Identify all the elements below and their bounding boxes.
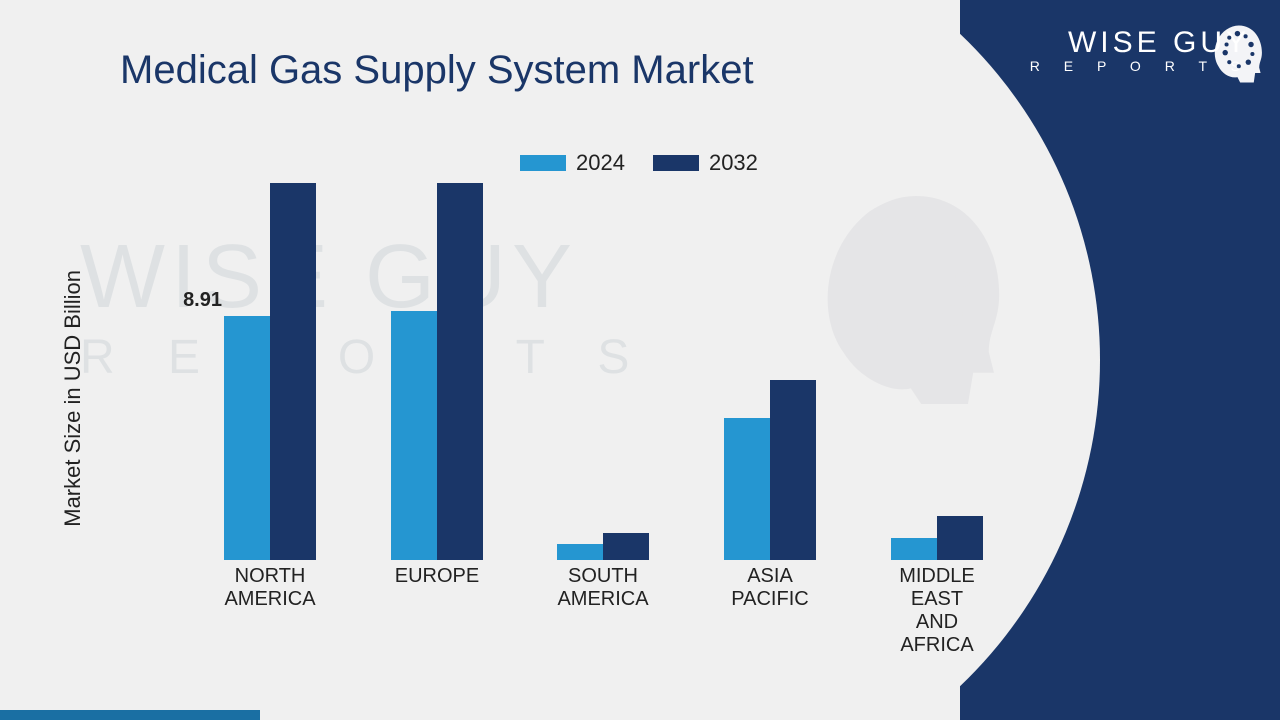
bar-1-1 <box>437 183 483 560</box>
bar-1-0 <box>391 311 437 560</box>
bar-chart: Market Size in USD Billion 2024 2032 8.9… <box>40 150 980 710</box>
plot-area: 8.91 <box>140 150 960 560</box>
bar-2-0 <box>557 544 603 560</box>
category-label: EUROPE <box>367 565 507 588</box>
bar-0-0 <box>224 316 270 560</box>
bar-value-label: 8.91 <box>174 289 222 312</box>
category-label: NORTHAMERICA <box>200 565 340 611</box>
bottom-accent-bar <box>0 710 260 720</box>
y-axis-label: Market Size in USD Billion <box>60 13 86 270</box>
bar-4-1 <box>937 516 983 560</box>
bar-4-0 <box>891 538 937 560</box>
category-label: MIDDLEEASTANDAFRICA <box>867 565 1007 657</box>
category-label: ASIAPACIFIC <box>700 565 840 611</box>
bar-3-0 <box>724 418 770 560</box>
chart-title: Medical Gas Supply System Market <box>120 48 754 93</box>
bar-2-1 <box>603 533 649 560</box>
bar-3-1 <box>770 380 816 560</box>
chart-canvas: WISE GUY R E P O R T S WISE GUY R E P O … <box>0 0 1280 720</box>
bar-0-1 <box>270 183 316 560</box>
logo-head-icon <box>1198 20 1266 88</box>
category-label: SOUTHAMERICA <box>533 565 673 611</box>
